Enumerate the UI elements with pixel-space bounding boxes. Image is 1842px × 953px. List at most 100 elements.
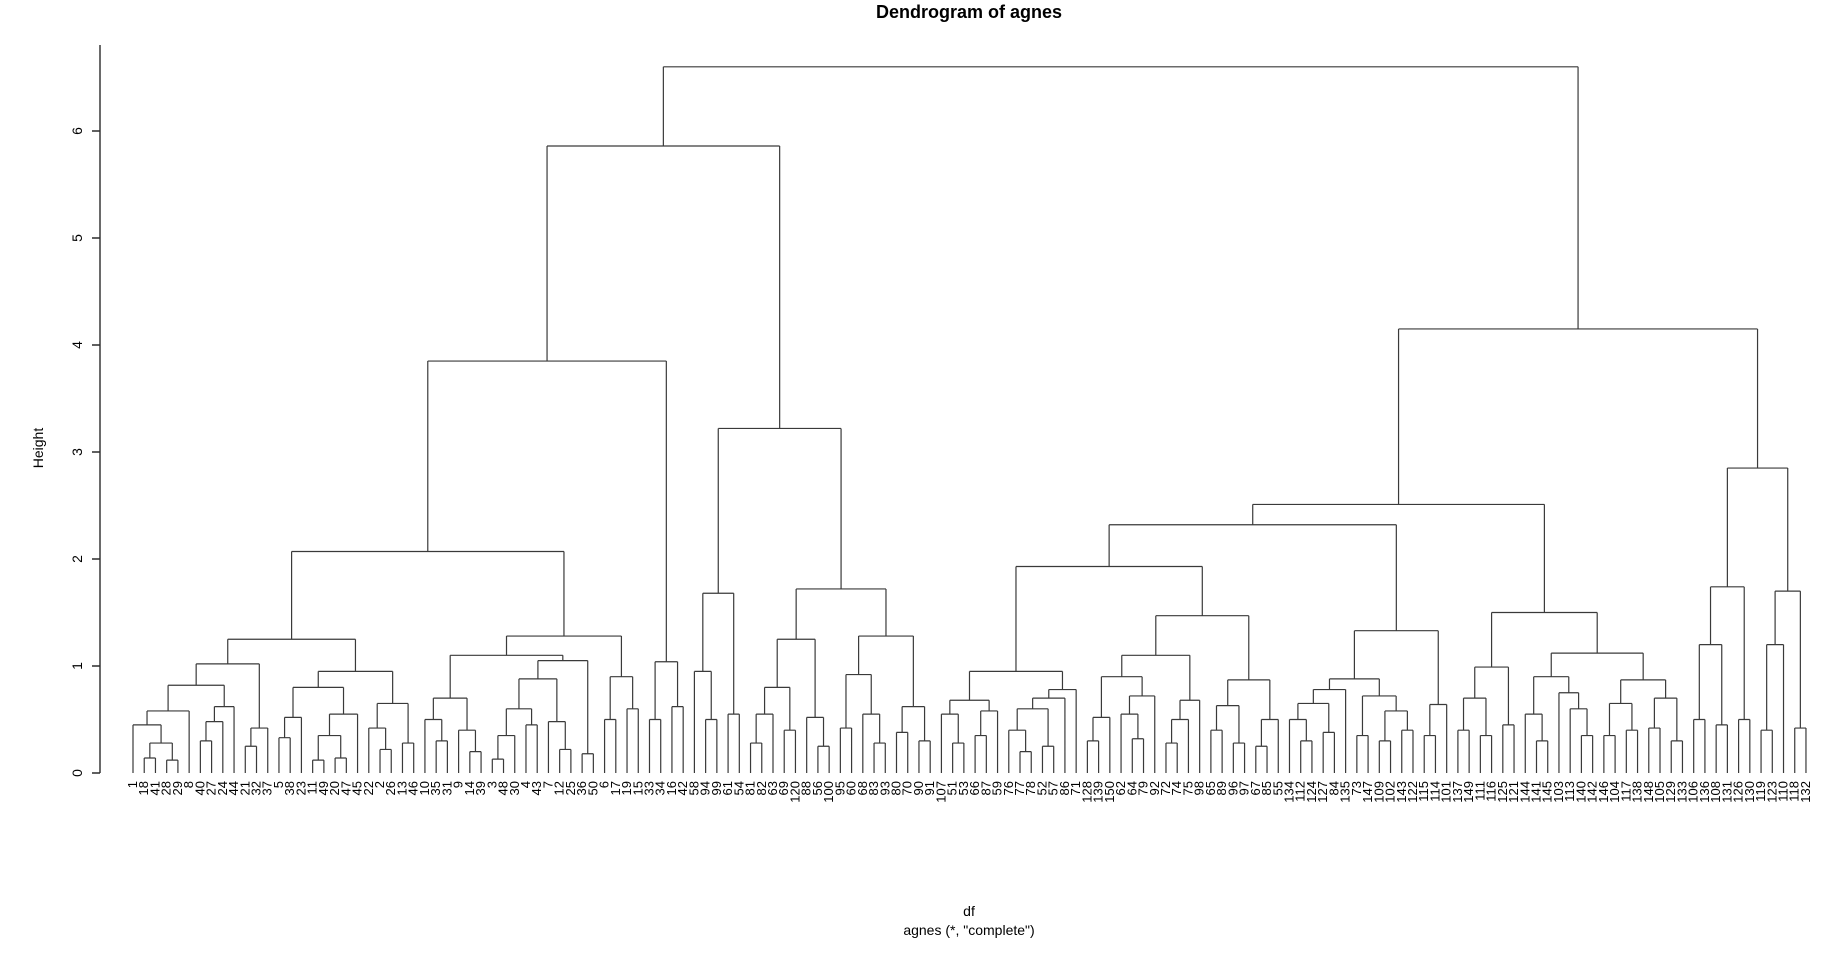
leaf-label: 138 — [1630, 781, 1645, 803]
leaf-label: 129 — [1663, 781, 1678, 803]
leaf-label: 104 — [1607, 781, 1622, 803]
leaf-label: 11 — [305, 781, 320, 795]
leaf-label: 85 — [1259, 781, 1274, 795]
leaf-label: 7 — [540, 781, 555, 788]
leaf-label: 75 — [1180, 781, 1195, 795]
leaf-label: 60 — [844, 781, 859, 795]
leaf-label: 37 — [260, 781, 275, 795]
leaf-label: 56 — [810, 781, 825, 795]
leaf-label: 1 — [125, 781, 140, 788]
leaf-label: 76 — [1001, 781, 1016, 795]
leaf-label: 4 — [518, 781, 533, 788]
leaf-label: 141 — [1529, 781, 1544, 803]
y-tick-label: 0 — [69, 769, 85, 777]
leaf-label: 29 — [170, 781, 185, 795]
leaf-label: 83 — [866, 781, 881, 795]
leaf-label: 34 — [653, 781, 668, 795]
leaf-label: 81 — [743, 781, 758, 795]
leaf-label: 139 — [1091, 781, 1106, 803]
leaf-label: 73 — [1349, 781, 1364, 795]
leaf-label: 146 — [1596, 781, 1611, 803]
leaf-label: 132 — [1798, 781, 1813, 803]
leaf-label: 135 — [1338, 781, 1353, 803]
leaf-label: 8 — [181, 781, 196, 788]
leaf-label: 65 — [1203, 781, 1218, 795]
leaf-label: 99 — [709, 781, 724, 795]
leaf-label: 102 — [1383, 781, 1398, 803]
leaf-label: 105 — [1652, 781, 1667, 803]
leaf-label: 10 — [417, 781, 432, 795]
x-axis-label-call: agnes (*, "complete") — [903, 922, 1035, 938]
leaf-label: 110 — [1776, 781, 1791, 802]
leaf-label: 144 — [1517, 781, 1532, 803]
leaf-label: 121 — [1506, 781, 1521, 803]
leaf-label: 66 — [967, 781, 982, 795]
leaf-label: 97 — [1237, 781, 1252, 795]
leaf-label: 57 — [1046, 781, 1061, 795]
leaf-label: 74 — [1169, 781, 1184, 795]
leaf-label: 95 — [832, 781, 847, 795]
leaf-label: 13 — [394, 781, 409, 795]
leaf-label: 2 — [372, 781, 387, 788]
leaf-label: 98 — [1192, 781, 1207, 795]
leaf-label: 61 — [720, 781, 735, 795]
leaf-label: 43 — [529, 781, 544, 795]
leaf-label: 109 — [1371, 781, 1386, 803]
leaf-label: 128 — [1079, 781, 1094, 803]
leaf-label: 21 — [237, 781, 252, 795]
leaf-label: 67 — [1248, 781, 1263, 795]
leaf-label: 49 — [316, 781, 331, 795]
leaf-label: 92 — [1147, 781, 1162, 795]
y-tick-label: 5 — [69, 234, 85, 242]
leaf-label: 137 — [1450, 781, 1465, 803]
leaf-label: 50 — [585, 781, 600, 795]
leaf-label: 53 — [956, 781, 971, 795]
leaf-label: 62 — [1113, 781, 1128, 795]
leaf-label: 124 — [1304, 781, 1319, 803]
leaf-label: 133 — [1674, 781, 1689, 803]
leaf-label: 91 — [922, 781, 937, 795]
leaf-label: 145 — [1540, 781, 1555, 803]
leaf-label: 149 — [1461, 781, 1476, 803]
leaf-label: 33 — [641, 781, 656, 795]
leaf-label: 16 — [664, 781, 679, 795]
leaf-label: 131 — [1719, 781, 1734, 803]
leaf-label: 87 — [978, 781, 993, 795]
y-tick-label: 4 — [69, 341, 85, 349]
leaf-label: 80 — [889, 781, 904, 795]
leaf-label: 26 — [383, 781, 398, 795]
leaf-label: 41 — [147, 781, 162, 795]
leaf-label: 143 — [1394, 781, 1409, 803]
leaf-label: 38 — [282, 781, 297, 795]
leaf-label: 36 — [574, 781, 589, 795]
leaf-label: 77 — [1012, 781, 1027, 795]
leaf-label: 116 — [1484, 781, 1499, 802]
leaf-label: 68 — [855, 781, 870, 795]
leaf-label: 150 — [1102, 781, 1117, 803]
leaf-label: 45 — [350, 781, 365, 795]
leaf-label: 6 — [597, 781, 612, 788]
leaf-label: 117 — [1618, 781, 1633, 802]
leaf-label: 88 — [799, 781, 814, 795]
leaf-label: 113 — [1562, 781, 1577, 802]
leaf-label: 94 — [698, 781, 713, 795]
leaf-label: 127 — [1315, 781, 1330, 803]
leaf-label: 147 — [1360, 781, 1375, 803]
leaf-label: 79 — [1136, 781, 1151, 795]
leaf-label: 32 — [249, 781, 264, 795]
leaf-label: 123 — [1764, 781, 1779, 803]
leaf-label: 52 — [1034, 781, 1049, 795]
leaf-label: 63 — [765, 781, 780, 795]
leaf-label: 20 — [327, 781, 342, 795]
leaf-label: 58 — [686, 781, 701, 795]
leaf-label: 19 — [619, 781, 634, 795]
leaf-label: 27 — [204, 781, 219, 795]
leaf-label: 93 — [877, 781, 892, 795]
leaf-label: 118 — [1787, 781, 1802, 802]
leaf-label: 114 — [1427, 781, 1442, 802]
leaf-label: 23 — [293, 781, 308, 795]
leaf-label: 107 — [933, 781, 948, 803]
y-axis-label: Height — [30, 427, 47, 469]
